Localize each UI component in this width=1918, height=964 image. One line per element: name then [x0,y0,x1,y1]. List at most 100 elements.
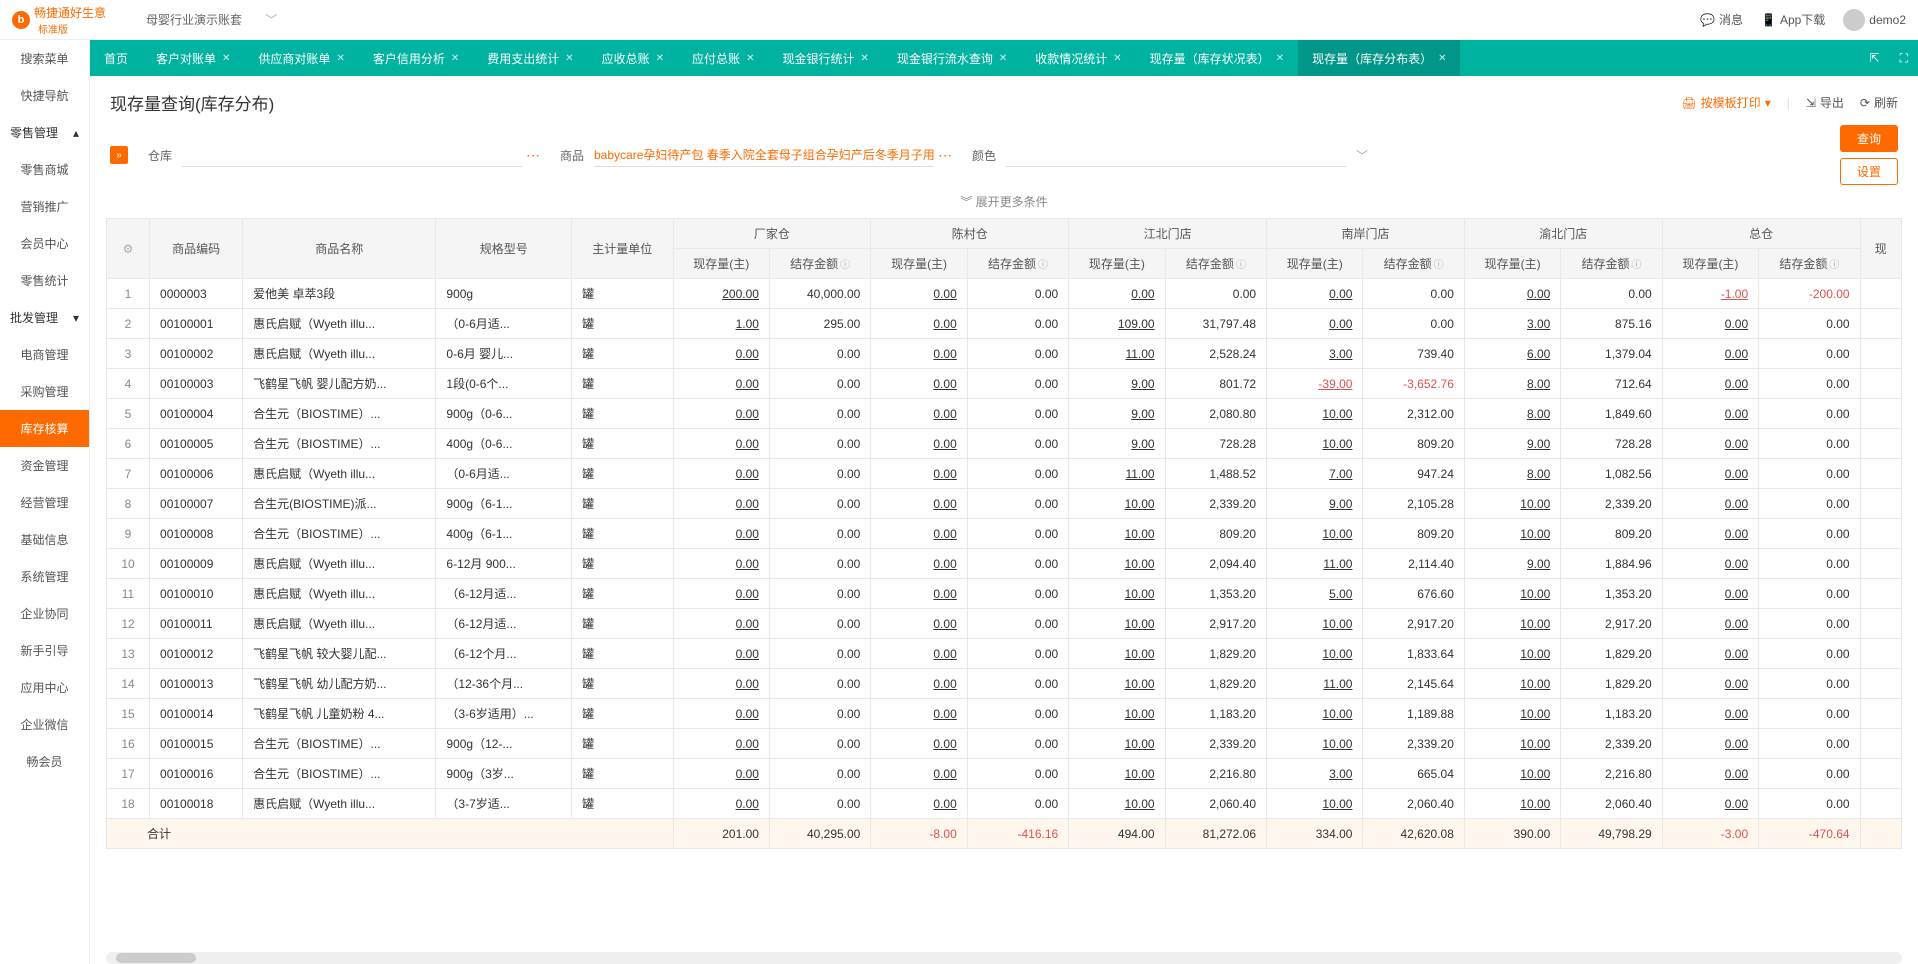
table-row: 1600100015合生元（BIOSTIME）...900g（12-...罐0.… [107,729,1902,759]
close-icon[interactable]: ✕ [222,53,230,64]
sidebar-item[interactable]: 应用中心 [0,669,89,706]
sidebar-item[interactable]: 搜索菜单 [0,40,89,77]
product-picker-icon[interactable]: ⋯ [938,147,952,164]
column-header[interactable]: 结存金额ⓘ [1363,249,1464,279]
scroll-thumb[interactable] [116,953,196,963]
tab[interactable]: 应付总账✕ [678,40,768,76]
column-header[interactable]: 现存量(主) [673,249,769,279]
user-menu[interactable]: demo2 [1843,9,1906,31]
warehouse-picker-icon[interactable]: ⋯ [526,147,540,164]
column-header[interactable]: 结存金额ⓘ [967,249,1068,279]
column-header[interactable]: 结存金额ⓘ [1165,249,1266,279]
column-header[interactable]: 结存金额ⓘ [1561,249,1662,279]
column-header[interactable]: 主计量单位 [572,219,673,279]
tab-action-icon[interactable]: ⛶ [1890,40,1918,76]
column-header[interactable]: 南岸门店 [1267,219,1465,249]
close-icon[interactable]: ✕ [1113,53,1121,64]
sidebar-item[interactable]: 零售管理▴ [0,114,89,151]
chevron-down-icon[interactable]: ﹀ [1356,147,1368,164]
sidebar-item[interactable]: 库存核算 [0,410,89,447]
column-header[interactable]: 结存金额ⓘ [769,249,870,279]
tab[interactable]: 收款情况统计✕ [1021,40,1135,76]
account-select[interactable]: 母婴行业演示账套 ﹀ [146,11,277,28]
tab[interactable]: 费用支出统计✕ [473,40,587,76]
column-header[interactable]: 商品名称 [243,219,436,279]
column-header[interactable]: ⚙ [107,219,150,279]
sidebar-item[interactable]: 企业协同 [0,595,89,632]
column-header[interactable]: 现存量(主) [871,249,967,279]
color-input[interactable] [1006,144,1346,167]
table-row: 1000100009惠氏启赋（Wyeth illu...6-12月 900...… [107,549,1902,579]
close-icon[interactable]: ✕ [656,53,664,64]
close-icon[interactable]: ✕ [1276,53,1284,64]
cell: 0.00 [769,459,870,489]
cell: 739.40 [1363,339,1464,369]
close-icon[interactable]: ✕ [336,53,344,64]
sidebar-item[interactable]: 电商管理 [0,336,89,373]
close-icon[interactable]: ✕ [1438,53,1446,64]
close-icon[interactable]: ✕ [565,53,573,64]
tab[interactable]: 现存量（库存状况表）✕ [1136,40,1298,76]
column-header[interactable]: 陈村仓 [871,219,1069,249]
sidebar-item[interactable]: 采购管理 [0,373,89,410]
expand-filter-button[interactable]: » [110,146,128,164]
cell: 10.00 [1069,729,1165,759]
tab[interactable]: 客户对账单✕ [142,40,244,76]
sidebar-item[interactable]: 畅会员 [0,743,89,780]
cell [1860,639,1901,669]
column-header[interactable]: 渝北门店 [1464,219,1662,249]
sidebar-item[interactable]: 批发管理▾ [0,299,89,336]
tab[interactable]: 现存量（库存分布表）✕ [1298,40,1460,76]
tab[interactable]: 现金银行流水查询✕ [883,40,1021,76]
setup-button[interactable]: 设置 [1840,158,1898,185]
tab[interactable]: 供应商对账单✕ [244,40,358,76]
column-header[interactable]: 总仓 [1662,219,1860,249]
column-header[interactable]: 江北门店 [1069,219,1267,249]
close-icon[interactable]: ✕ [860,53,868,64]
warehouse-input[interactable] [182,144,522,167]
print-button[interactable]: 🖨按模板打印▾ [1681,94,1770,111]
tab[interactable]: 现金银行统计✕ [768,40,882,76]
column-header[interactable]: 厂家仓 [673,219,871,249]
sidebar-item[interactable]: 基础信息 [0,521,89,558]
sidebar-item[interactable]: 零售统计 [0,262,89,299]
close-icon[interactable]: ✕ [746,53,754,64]
sidebar-item[interactable]: 零售商城 [0,151,89,188]
cell: 1,353.20 [1561,579,1662,609]
app-download-link[interactable]: 📱App下载 [1761,11,1825,28]
close-icon[interactable]: ✕ [999,53,1007,64]
column-header[interactable]: 现存量(主) [1267,249,1363,279]
tab[interactable]: 客户信用分析✕ [359,40,473,76]
tab[interactable]: 应收总账✕ [588,40,678,76]
column-header[interactable]: 结存金额ⓘ [1759,249,1860,279]
column-header[interactable]: 现存量(主) [1662,249,1758,279]
column-header[interactable]: 规格型号 [436,219,572,279]
sidebar-item[interactable]: 资金管理 [0,447,89,484]
column-header[interactable]: 现存量(主) [1069,249,1165,279]
column-header[interactable]: 现 [1860,219,1901,279]
messages-link[interactable]: 💬消息 [1700,11,1743,28]
product-input[interactable] [594,144,934,167]
expand-more-conditions[interactable]: ︾ 展开更多条件 [90,185,1918,218]
table-container[interactable]: ⚙商品编码商品名称规格型号主计量单位厂家仓陈村仓江北门店南岸门店渝北门店总仓现现… [90,218,1918,952]
cell: 2 [107,309,150,339]
cell: 900g（3岁... [436,759,572,789]
sidebar-item[interactable]: 会员中心 [0,225,89,262]
sidebar-item[interactable]: 企业微信 [0,706,89,743]
column-header[interactable]: 商品编码 [150,219,243,279]
column-header[interactable]: 现存量(主) [1464,249,1560,279]
tab[interactable]: 首页 [90,40,142,76]
sidebar-item[interactable]: 新手引导 [0,632,89,669]
horizontal-scrollbar[interactable] [106,952,1902,964]
tab-action-icon[interactable]: ⇱ [1860,40,1890,76]
sidebar-item[interactable]: 系统管理 [0,558,89,595]
sidebar-item[interactable]: 营销推广 [0,188,89,225]
sidebar-item[interactable]: 经营管理 [0,484,89,521]
search-button[interactable]: 查询 [1840,125,1898,152]
close-icon[interactable]: ✕ [451,53,459,64]
export-button[interactable]: ⇲导出 [1806,94,1844,111]
content: 首页客户对账单✕供应商对账单✕客户信用分析✕费用支出统计✕应收总账✕应付总账✕现… [90,40,1918,964]
refresh-button[interactable]: ⟳刷新 [1860,94,1898,111]
cell: 1,829.20 [1165,669,1266,699]
sidebar-item[interactable]: 快捷导航 [0,77,89,114]
